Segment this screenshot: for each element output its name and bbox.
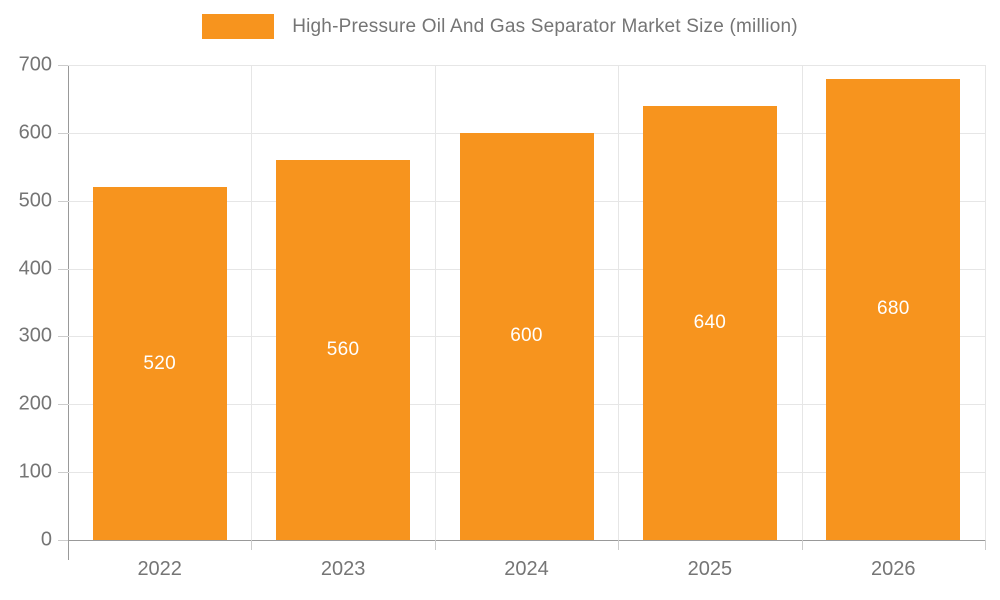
- bar-2024[interactable]: 600: [459, 132, 594, 540]
- y-axis-label-200: 200: [18, 392, 52, 415]
- y-axis-tick-500: [58, 200, 68, 202]
- bar-2026[interactable]: 680: [826, 78, 961, 540]
- gridline-x-boundary-4: [801, 65, 803, 540]
- plot-area: 520 560 600 640 680: [68, 65, 986, 541]
- gridline-x-boundary-2: [434, 65, 436, 540]
- x-axis-tick-3: [618, 540, 620, 550]
- legend-label: High-Pressure Oil And Gas Separator Mark…: [292, 15, 798, 37]
- legend[interactable]: High-Pressure Oil And Gas Separator Mark…: [0, 14, 1000, 39]
- y-axis-tick-300: [58, 336, 68, 338]
- y-axis-label-0: 0: [40, 528, 52, 551]
- bar-value-label-2022: 520: [143, 352, 176, 374]
- bar-2022[interactable]: 520: [92, 187, 227, 540]
- x-axis-label-2024: 2024: [504, 558, 549, 580]
- x-axis-label-2022: 2022: [137, 558, 182, 580]
- gridline-y-0: [68, 540, 985, 541]
- y-axis-tick-200: [58, 404, 68, 406]
- legend-swatch: [202, 14, 275, 39]
- bar-value-label-2023: 560: [326, 339, 360, 360]
- y-axis-tick-700: [58, 65, 68, 66]
- gridline-y-700: [68, 65, 985, 66]
- y-axis-label-100: 100: [18, 460, 52, 483]
- bar-value-label-2024: 600: [510, 325, 543, 347]
- gridline-x-boundary-3: [618, 65, 620, 540]
- x-axis-label-2023: 2023: [320, 558, 366, 580]
- bar-2025[interactable]: 640: [642, 105, 777, 540]
- x-axis-tick-2: [434, 540, 436, 550]
- y-axis-label-400: 400: [18, 257, 52, 280]
- bar-2023[interactable]: 560: [276, 160, 411, 540]
- y-axis-tick-100: [58, 472, 68, 474]
- y-axis-tick-0: [58, 540, 68, 541]
- gridline-x-boundary-5: [985, 65, 986, 540]
- y-axis-line: [68, 65, 69, 560]
- gridline-x-boundary-1: [251, 65, 253, 540]
- x-axis-tick-4: [801, 540, 803, 550]
- y-axis-label-600: 600: [18, 121, 52, 144]
- x-axis-label-2026: 2026: [871, 558, 916, 580]
- y-axis-label-300: 300: [18, 324, 52, 347]
- x-axis-tick-1: [251, 540, 253, 550]
- x-axis-label-2025: 2025: [687, 558, 733, 580]
- bar-value-label-2025: 640: [693, 311, 727, 333]
- x-axis-tick-5: [985, 540, 986, 550]
- y-axis-tick-400: [58, 268, 68, 270]
- y-axis-tick-600: [58, 132, 68, 134]
- y-axis-label-700: 700: [18, 53, 52, 76]
- bar-value-label-2026: 680: [876, 298, 910, 320]
- y-axis-label-500: 500: [18, 189, 52, 212]
